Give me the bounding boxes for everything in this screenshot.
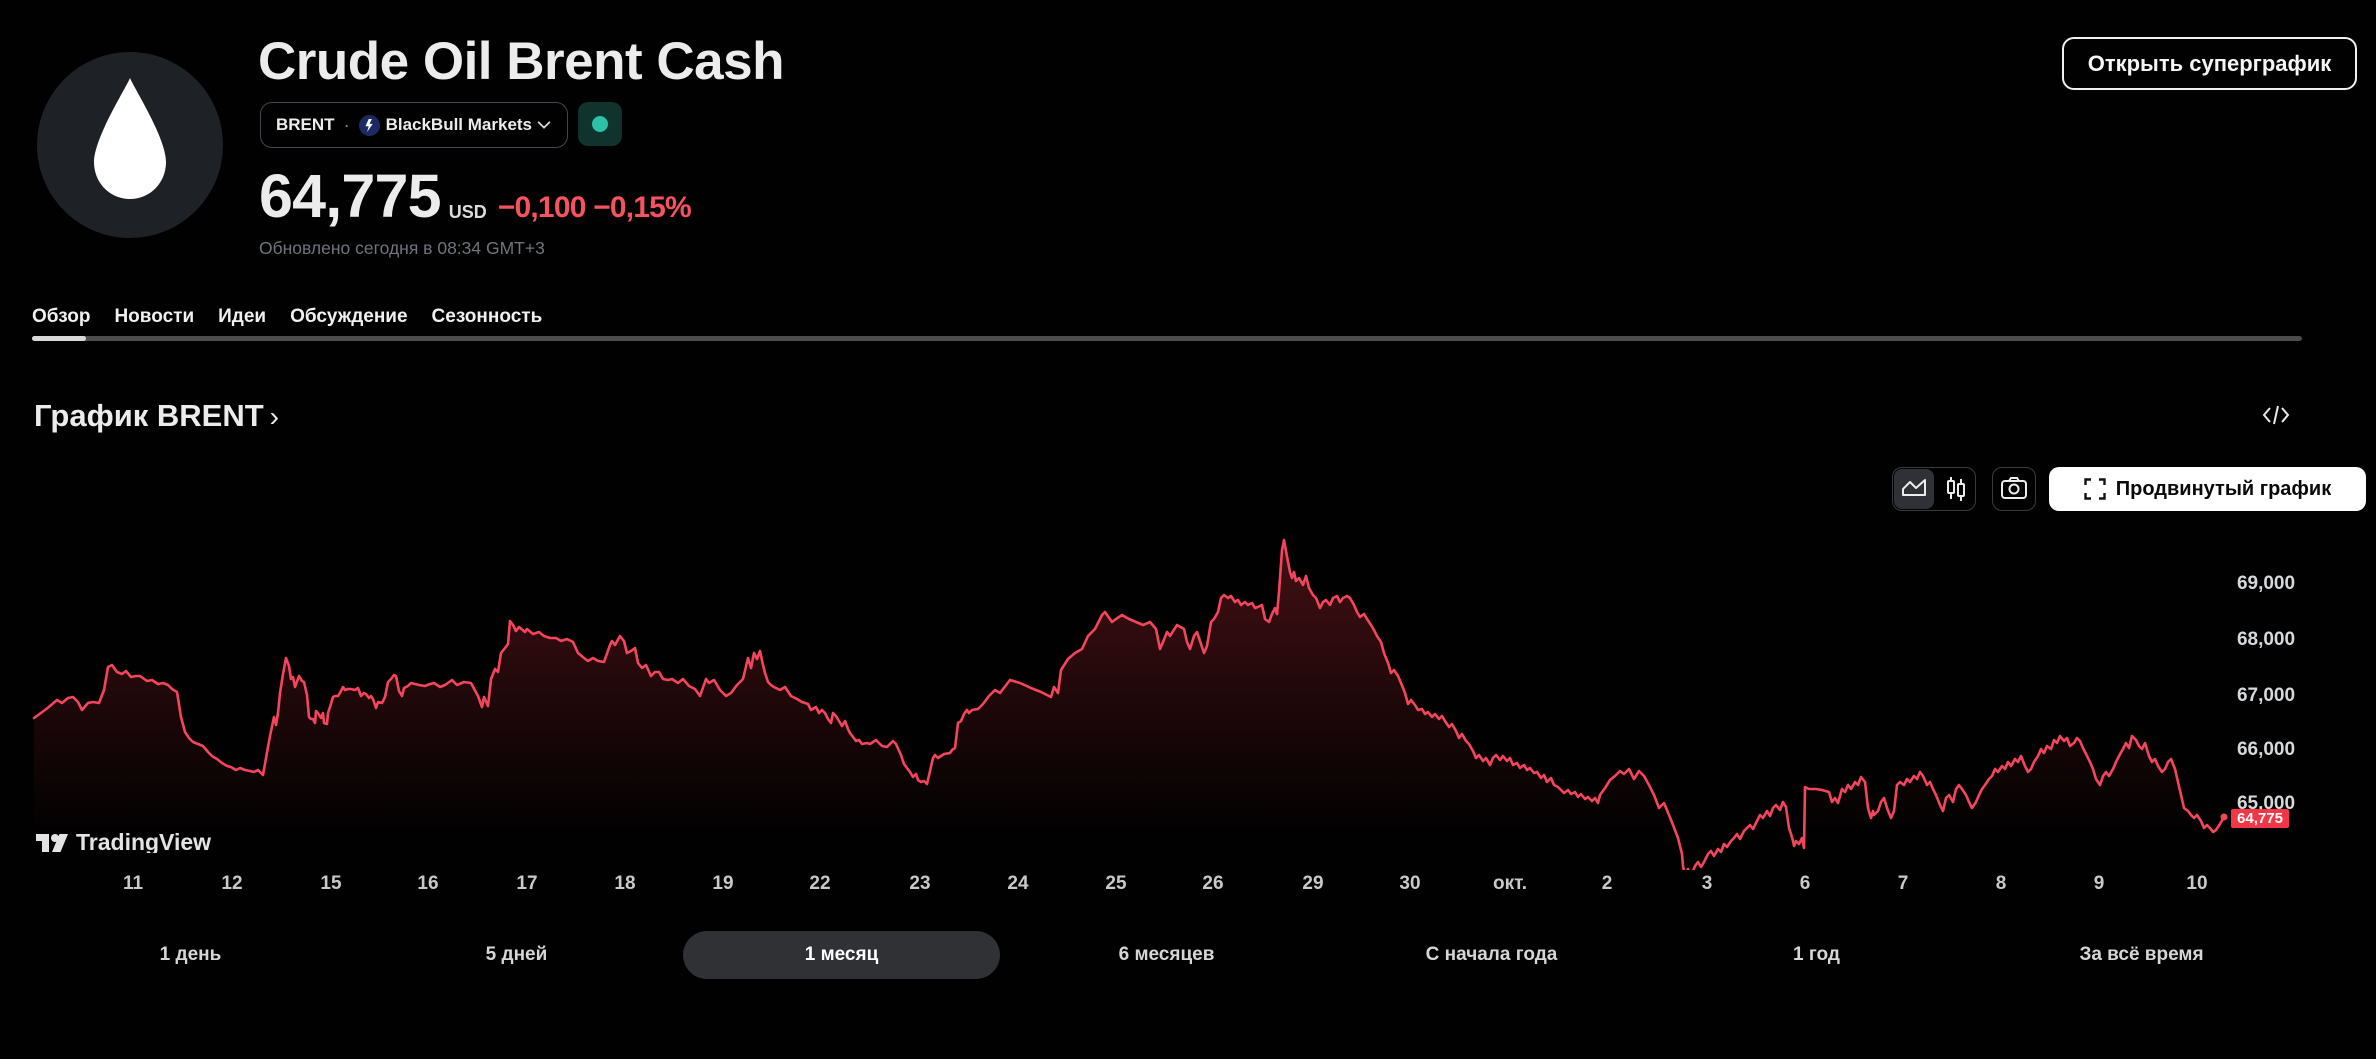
svg-text:TradingView: TradingView: [76, 833, 211, 853]
